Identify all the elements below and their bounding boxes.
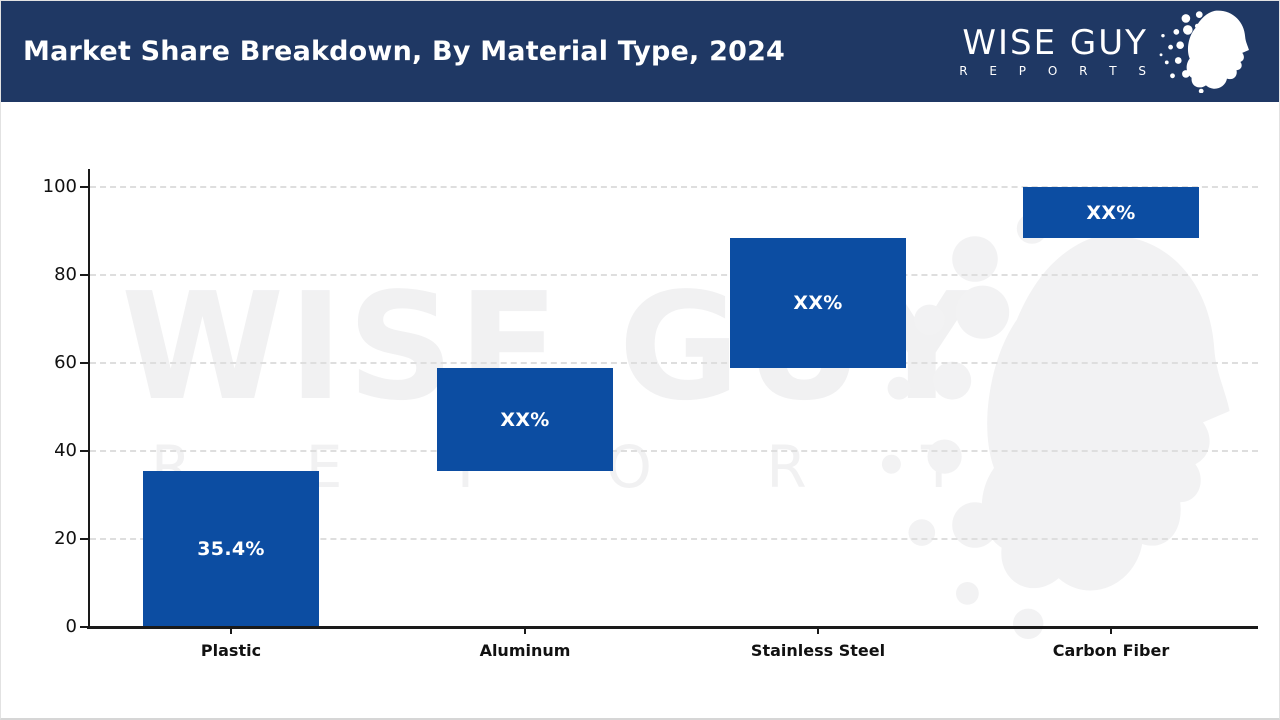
x-tick-mark-aluminum xyxy=(524,628,526,634)
bar-plastic: 35.4% xyxy=(143,471,319,627)
gridline-y-40 xyxy=(90,450,1258,452)
y-tick-mark-20 xyxy=(80,538,89,540)
bar-value-label-stainless-steel: XX% xyxy=(793,292,843,315)
y-tick-label-40: 40 xyxy=(54,440,77,461)
y-tick-mark-80 xyxy=(80,274,89,276)
gridline-y-80 xyxy=(90,274,1258,276)
y-axis-line xyxy=(88,169,90,628)
header-bar: Market Share Breakdown, By Material Type… xyxy=(1,1,1279,102)
page-title: Market Share Breakdown, By Material Type… xyxy=(23,36,786,67)
gridline-y-20 xyxy=(90,538,1258,540)
x-tick-mark-stainless-steel xyxy=(817,628,819,634)
bar-value-label-carbon-fiber: XX% xyxy=(1086,201,1136,224)
y-tick-mark-100 xyxy=(80,186,89,188)
bar-value-label-plastic: 35.4% xyxy=(197,538,265,561)
brand-subname: R E P O R T S xyxy=(959,63,1155,78)
x-tick-mark-plastic xyxy=(230,628,232,634)
y-tick-label-0: 0 xyxy=(65,616,77,637)
y-tick-mark-40 xyxy=(80,450,89,452)
bar-aluminum: XX% xyxy=(437,367,613,472)
y-tick-label-60: 60 xyxy=(54,352,77,373)
brand-name: WISE GUY xyxy=(962,22,1148,63)
dotted-face-profile-icon xyxy=(1157,7,1253,97)
bar-stainless-steel: XX% xyxy=(730,238,906,368)
watermark-face-profile-icon xyxy=(861,181,1241,645)
x-tick-label-carbon-fiber: Carbon Fiber xyxy=(1052,641,1170,660)
y-tick-mark-60 xyxy=(80,362,89,364)
y-tick-label-100: 100 xyxy=(42,176,77,197)
y-tick-mark-0 xyxy=(80,626,89,628)
bar-value-label-aluminum: XX% xyxy=(500,408,550,431)
x-axis-line xyxy=(87,626,1258,629)
bar-carbon-fiber: XX% xyxy=(1023,187,1199,239)
brand-logo: WISE GUY R E P O R T S xyxy=(955,7,1253,97)
brand-logo-text: WISE GUY R E P O R T S xyxy=(955,26,1155,78)
y-tick-label-80: 80 xyxy=(54,264,77,285)
x-tick-label-aluminum: Aluminum xyxy=(479,641,571,660)
x-tick-mark-carbon-fiber xyxy=(1110,628,1112,634)
gridline-y-60 xyxy=(90,362,1258,364)
x-tick-label-plastic: Plastic xyxy=(200,641,262,660)
gridline-y-100 xyxy=(90,186,1258,188)
x-tick-label-stainless-steel: Stainless Steel xyxy=(750,641,886,660)
y-tick-label-20: 20 xyxy=(54,528,77,549)
